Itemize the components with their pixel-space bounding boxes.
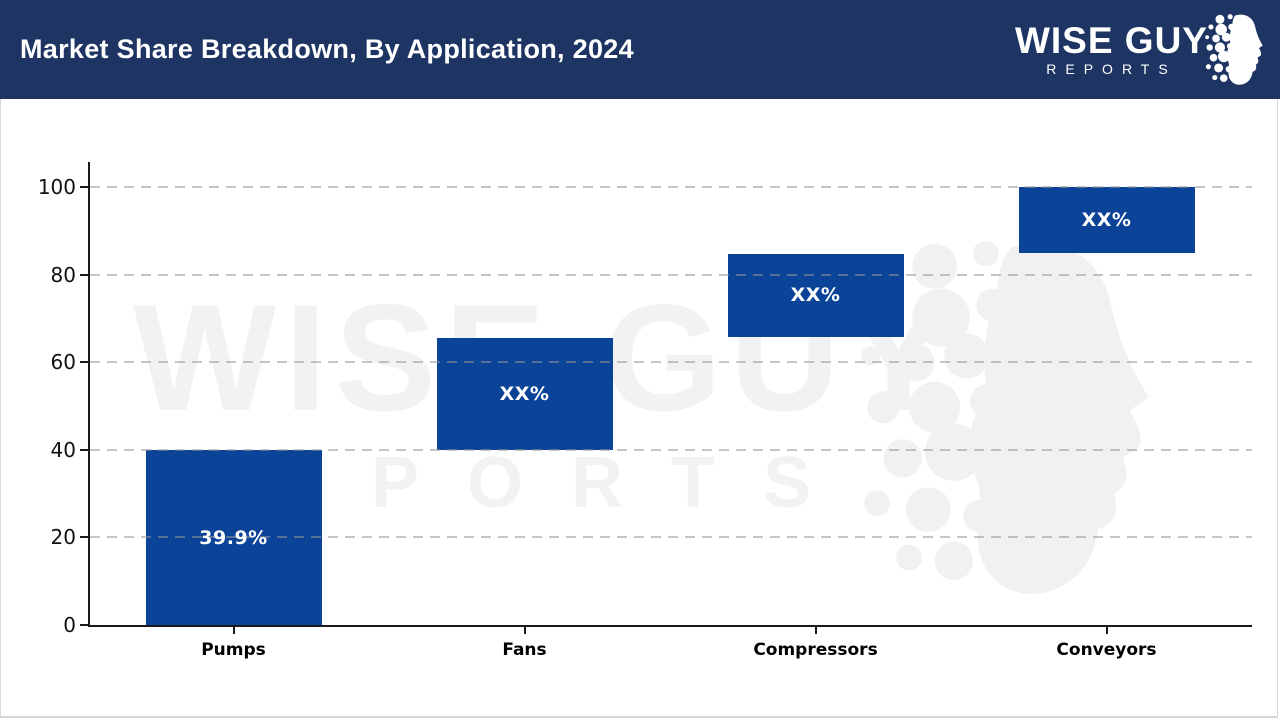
bar-value-label: 39.9%	[199, 526, 268, 549]
bar-label-pumps: 39.9%	[146, 450, 322, 625]
y-tick-100	[80, 186, 88, 188]
head-profile-icon	[1202, 11, 1266, 89]
y-tick-label-20: 20	[50, 525, 76, 550]
y-axis-line	[88, 162, 90, 627]
y-tick-label-0: 0	[63, 613, 76, 637]
y-tick-label-40: 40	[50, 437, 76, 462]
gridline-80	[90, 273, 1252, 276]
x-tick-compressors	[814, 627, 817, 634]
y-tick-80	[80, 273, 88, 276]
y-tick-0	[80, 624, 88, 626]
y-tick-20	[80, 536, 88, 539]
bar-value-label: XX%	[1081, 208, 1132, 231]
bar-conveyors	[1018, 187, 1195, 253]
x-tick-label-compressors: Compressors	[753, 640, 878, 660]
bar-fans	[436, 338, 613, 450]
y-tick-label-80: 80	[50, 262, 76, 287]
bar-label-conveyors: XX%	[1019, 187, 1195, 253]
x-tick-label-conveyors: Conveyors	[1056, 640, 1157, 660]
bar-label-fans: XX%	[437, 338, 613, 450]
x-tick-fans	[523, 627, 526, 634]
header-bar: Market Share Breakdown, By Application, …	[0, 0, 1280, 99]
logo-text: WISE GUY REPORTS	[1015, 22, 1208, 77]
x-axis-line	[88, 625, 1252, 627]
gridline-40	[90, 448, 1252, 451]
page-title: Market Share Breakdown, By Application, …	[20, 34, 634, 64]
x-tick-label-pumps: Pumps	[201, 640, 266, 660]
bar-label-compressors: XX%	[728, 254, 904, 337]
bar-value-label: XX%	[499, 382, 550, 405]
x-tick-conveyors	[1105, 627, 1108, 634]
gridline-20	[90, 536, 1252, 539]
y-tick-label-60: 60	[50, 350, 76, 375]
logo-subtitle: REPORTS	[1046, 61, 1177, 77]
y-tick-60	[80, 361, 88, 364]
gridline-60	[90, 361, 1252, 364]
x-tick-pumps	[232, 627, 235, 634]
x-tick-label-fans: Fans	[502, 640, 547, 660]
y-tick-label-100: 100	[37, 175, 76, 199]
bar-compressors	[727, 253, 904, 337]
wise-guy-reports-logo: WISE GUY REPORTS	[1015, 11, 1280, 89]
logo-wordmark: WISE GUY	[1014, 20, 1208, 61]
bar-value-label: XX%	[790, 284, 841, 307]
y-tick-40	[80, 448, 88, 451]
gridline-100	[90, 186, 1252, 188]
